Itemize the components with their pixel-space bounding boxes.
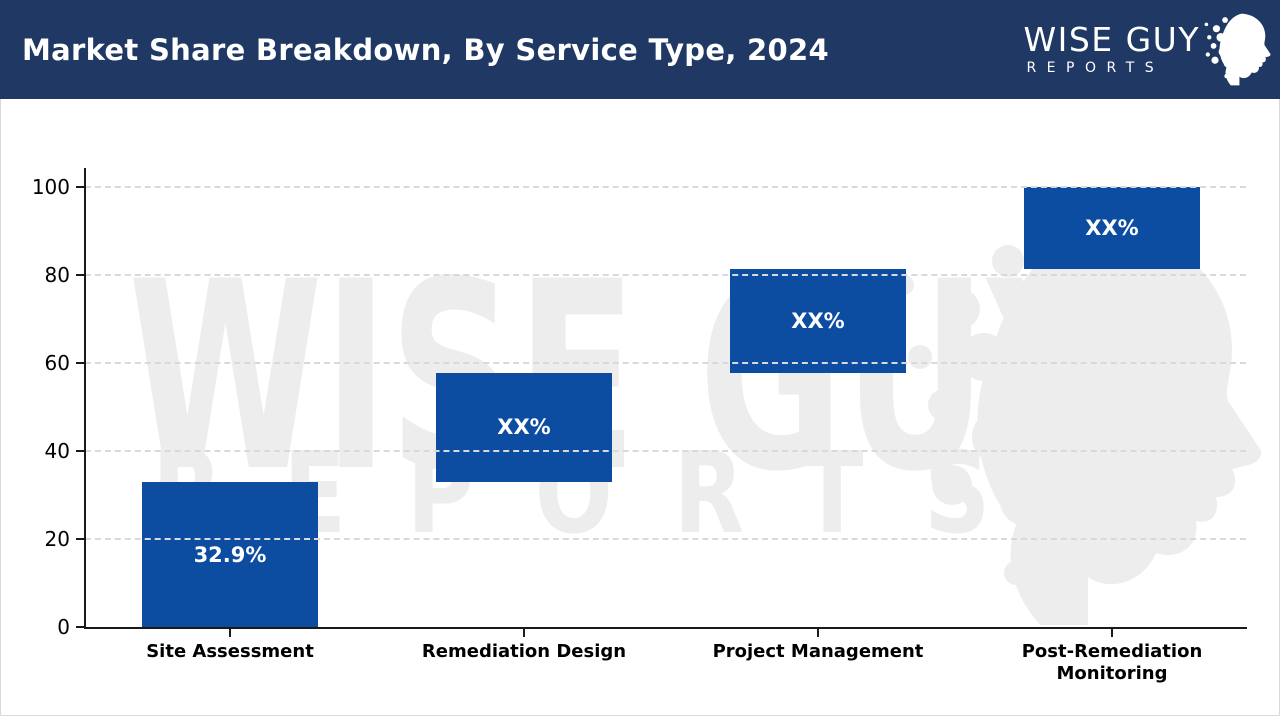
watermark-face <box>894 225 1262 625</box>
y-tick-label-20: 20 <box>44 527 70 551</box>
y-tick-label-60: 60 <box>44 351 70 375</box>
gridline-40 <box>85 450 1246 452</box>
chart-title: Market Share Breakdown, By Service Type,… <box>22 32 829 67</box>
logo-face-icon <box>1204 13 1271 86</box>
x-tick-4 <box>1111 629 1113 637</box>
bar-2: XX% <box>436 372 612 483</box>
bar-1: 32.9% <box>142 482 318 627</box>
bar-value-label-3: XX% <box>791 308 845 333</box>
x-tick-2 <box>523 629 525 637</box>
bar-3: XX% <box>730 268 906 373</box>
logo-wordmark: WISE GUY <box>1023 20 1200 60</box>
logo-text: WISE GUY REPORTS <box>1023 23 1200 76</box>
y-tick-100 <box>76 186 84 188</box>
y-tick-label-40: 40 <box>44 439 70 463</box>
y-tick-label-0: 0 <box>57 615 70 639</box>
gridline-100 <box>85 186 1246 188</box>
header: Market Share Breakdown, By Service Type,… <box>0 0 1280 99</box>
y-tick-40 <box>76 450 84 452</box>
x-category-label-1: Site Assessment <box>146 641 314 662</box>
gridline-80 <box>85 274 1246 276</box>
x-tick-3 <box>817 629 819 637</box>
bar-value-label-2: XX% <box>497 415 551 440</box>
gridline-20 <box>85 538 1246 540</box>
y-tick-80 <box>76 274 84 276</box>
x-category-label-3: Project Management <box>712 641 924 662</box>
logo-subtext: REPORTS <box>1026 59 1165 76</box>
bar-value-label-1: 32.9% <box>193 542 267 567</box>
y-tick-20 <box>76 538 84 540</box>
x-tick-1 <box>229 629 231 637</box>
x-axis <box>84 627 1247 629</box>
y-tick-60 <box>76 362 84 364</box>
brand-logo: WISE GUY REPORTS <box>1023 10 1280 89</box>
gridline-60 <box>85 362 1246 364</box>
y-axis <box>84 168 86 629</box>
bar-4: XX% <box>1024 187 1200 269</box>
y-tick-label-100: 100 <box>31 175 70 199</box>
y-tick-0 <box>76 626 84 628</box>
x-category-label-4: Post-Remediation Monitoring <box>1021 641 1203 684</box>
y-tick-label-80: 80 <box>44 263 70 287</box>
x-category-label-2: Remediation Design <box>421 641 627 662</box>
bar-value-label-4: XX% <box>1085 215 1139 240</box>
